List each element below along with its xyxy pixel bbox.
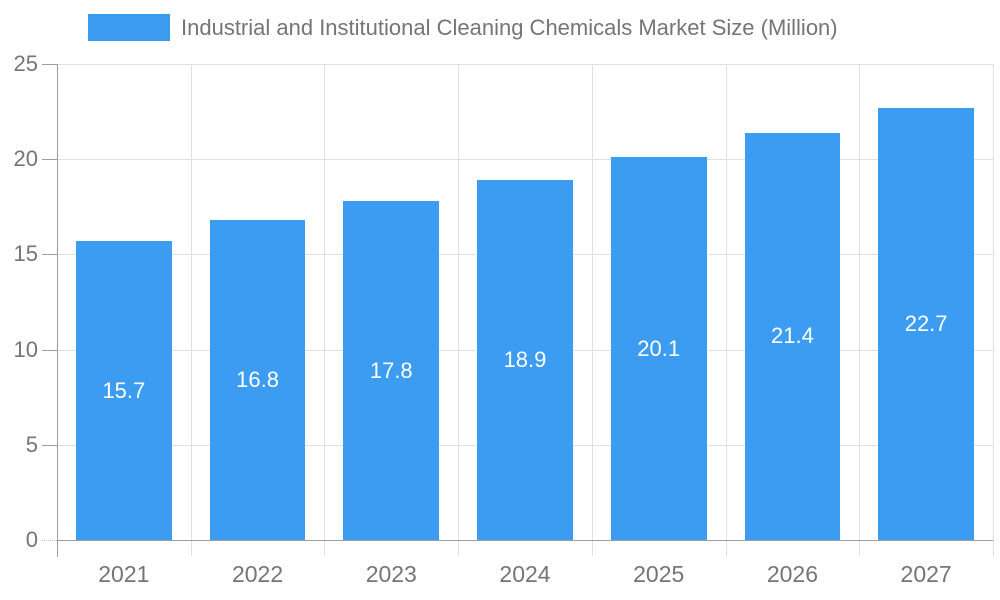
- bar[interactable]: [878, 107, 974, 540]
- x-axis-line: [57, 540, 993, 541]
- y-axis-tick-label: 20: [13, 146, 38, 172]
- bar-value-label: 17.8: [369, 357, 413, 383]
- bar[interactable]: [610, 157, 707, 540]
- x-tick: [725, 540, 727, 556]
- y-tick: [42, 254, 57, 256]
- x-tick: [993, 540, 994, 556]
- bar-value-label: 18.9: [503, 347, 547, 373]
- h-gridline: [57, 64, 993, 65]
- v-gridline: [324, 64, 326, 540]
- bar[interactable]: [477, 180, 573, 540]
- y-axis-tick-label: 5: [25, 431, 38, 457]
- x-tick: [190, 540, 192, 556]
- v-gridline: [591, 64, 593, 540]
- bar-value-label: 22.7: [904, 310, 948, 336]
- legend: Industrial and Institutional Cleaning Ch…: [88, 14, 838, 41]
- x-tick: [859, 540, 861, 556]
- h-gridline: [57, 159, 993, 161]
- y-axis-tick-label: 25: [13, 51, 38, 76]
- x-axis-tick-label: 2022: [231, 561, 284, 587]
- legend-label: Industrial and Institutional Cleaning Ch…: [181, 15, 838, 40]
- x-axis-tick-label: 2023: [365, 561, 417, 587]
- x-axis-tick-label: 2027: [900, 561, 952, 587]
- bar-value-label: 21.4: [771, 323, 814, 349]
- x-tick: [324, 540, 326, 556]
- y-tick: [42, 64, 57, 65]
- bar-value-label: 16.8: [236, 367, 279, 393]
- v-gridline: [859, 64, 861, 540]
- bar[interactable]: [343, 201, 440, 540]
- x-axis-tick-label: 2026: [766, 561, 818, 587]
- bar[interactable]: [744, 132, 841, 540]
- x-axis-tick-label: 2024: [499, 561, 551, 587]
- bar[interactable]: [209, 220, 306, 540]
- y-tick: [42, 159, 57, 161]
- x-axis-tick-label: 2021: [98, 561, 150, 587]
- bar-value-label: 15.7: [102, 377, 146, 403]
- v-gridline: [993, 64, 994, 540]
- bar-value-label: 20.1: [637, 335, 681, 361]
- v-gridline: [725, 64, 727, 540]
- x-axis-tick-label: 2025: [633, 561, 685, 587]
- y-axis-tick-label: 15: [13, 241, 38, 267]
- v-gridline: [458, 64, 460, 540]
- y-tick: [42, 540, 57, 541]
- legend-swatch-icon: [88, 14, 170, 41]
- bar[interactable]: [76, 241, 172, 540]
- y-axis-tick-label: 10: [13, 336, 38, 362]
- x-tick: [458, 540, 460, 556]
- x-tick: [591, 540, 593, 556]
- y-axis-line: [57, 64, 58, 557]
- v-gridline: [190, 64, 192, 540]
- y-axis-tick-label: 0: [25, 527, 38, 552]
- y-tick: [42, 349, 57, 351]
- y-tick: [42, 444, 57, 446]
